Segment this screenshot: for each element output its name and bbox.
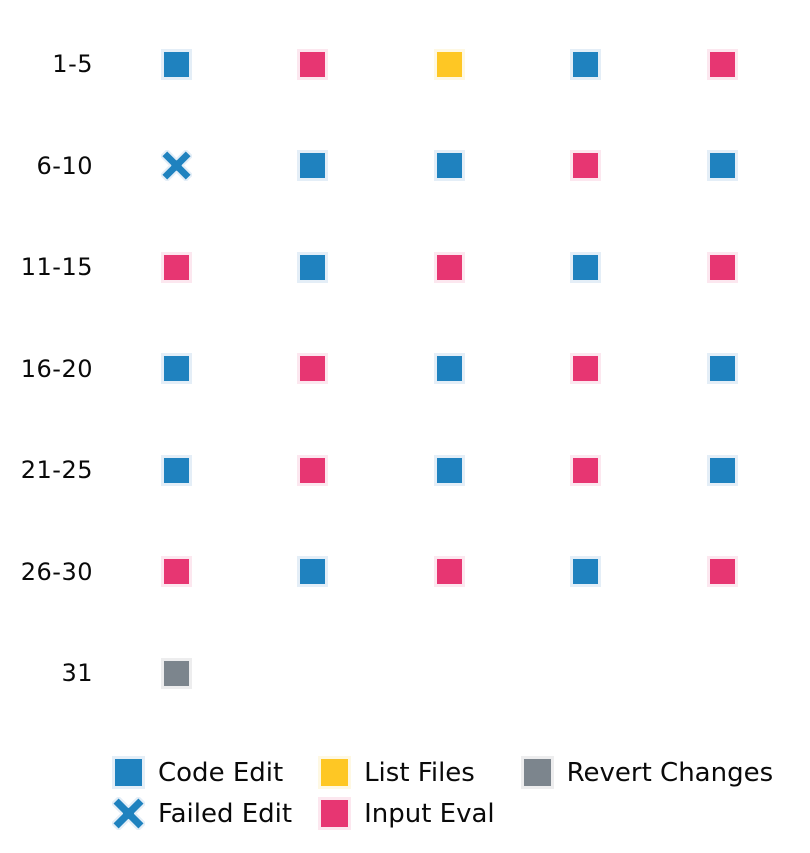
chart-row: 1-5 bbox=[0, 44, 810, 84]
marker-input-eval bbox=[570, 353, 601, 384]
marker-code-edit bbox=[433, 150, 465, 181]
marker-input-eval bbox=[706, 48, 738, 80]
legend-label: Revert Changes bbox=[566, 757, 774, 788]
marker-input-eval bbox=[570, 150, 601, 181]
legend: Code Edit Failed Edit List Files Input Eval… bbox=[112, 752, 773, 834]
marker-code-edit bbox=[706, 150, 738, 181]
marker-revert-changes bbox=[160, 657, 192, 689]
marker-list-files bbox=[433, 48, 465, 80]
row-label: 11-15 bbox=[20, 253, 93, 281]
legend-item-code-edit: Code Edit bbox=[112, 752, 292, 793]
marker-code-edit bbox=[297, 251, 328, 283]
marker-list-files bbox=[318, 756, 352, 789]
legend-item-revert-changes: Revert Changes bbox=[520, 752, 774, 793]
chart-row: 21-25 bbox=[0, 450, 810, 490]
marker-code-edit bbox=[297, 556, 328, 587]
legend-label: Failed Edit bbox=[158, 798, 293, 829]
marker-code-edit bbox=[160, 48, 192, 80]
marker-code-edit bbox=[433, 454, 465, 486]
marker-code-edit bbox=[706, 454, 738, 486]
marker-input-eval bbox=[160, 556, 192, 587]
marker-revert-changes bbox=[520, 756, 554, 789]
marker-code-edit bbox=[297, 150, 328, 181]
marker-input-eval bbox=[433, 556, 465, 587]
chart-row: 11-15 bbox=[0, 247, 810, 287]
marker-code-edit bbox=[706, 353, 738, 384]
marker-code-edit bbox=[570, 251, 601, 283]
marker-code-edit bbox=[160, 454, 192, 486]
legend-label: Input Eval bbox=[364, 798, 495, 829]
marker-input-eval bbox=[160, 251, 192, 283]
legend-item-list-files: List Files bbox=[318, 752, 495, 793]
marker-input-eval bbox=[433, 251, 465, 283]
row-label: 16-20 bbox=[20, 354, 93, 383]
marker-code-edit bbox=[570, 556, 601, 587]
chart-row: 6-10 bbox=[0, 146, 810, 186]
row-label: 6-10 bbox=[36, 151, 93, 180]
chart-row: 16-20 bbox=[0, 349, 810, 389]
marker-code-edit bbox=[433, 353, 465, 384]
row-label: 31 bbox=[61, 659, 93, 687]
legend-label: Code Edit bbox=[158, 757, 284, 788]
row-label: 1-5 bbox=[52, 50, 93, 78]
row-label: 21-25 bbox=[20, 456, 93, 484]
legend-item-input-eval: Input Eval bbox=[318, 793, 495, 834]
legend-label: List Files bbox=[364, 757, 475, 788]
failed-edit-x-icon bbox=[160, 150, 192, 181]
marker-input-eval bbox=[318, 797, 352, 830]
marker-input-eval bbox=[570, 454, 601, 486]
marker-input-eval bbox=[706, 251, 738, 283]
row-label: 26-30 bbox=[20, 557, 93, 586]
marker-input-eval bbox=[297, 48, 328, 80]
marker-code-edit bbox=[160, 353, 192, 384]
marker-input-eval bbox=[297, 353, 328, 384]
chart-row: 26-30 bbox=[0, 552, 810, 592]
chart-row: 31 bbox=[0, 653, 810, 693]
failed-edit-x-icon bbox=[112, 797, 145, 830]
marker-code-edit bbox=[570, 48, 601, 80]
marker-code-edit bbox=[112, 756, 145, 789]
marker-input-eval bbox=[706, 556, 738, 587]
legend-item-failed-edit: Failed Edit bbox=[112, 793, 292, 834]
marker-input-eval bbox=[297, 454, 328, 486]
